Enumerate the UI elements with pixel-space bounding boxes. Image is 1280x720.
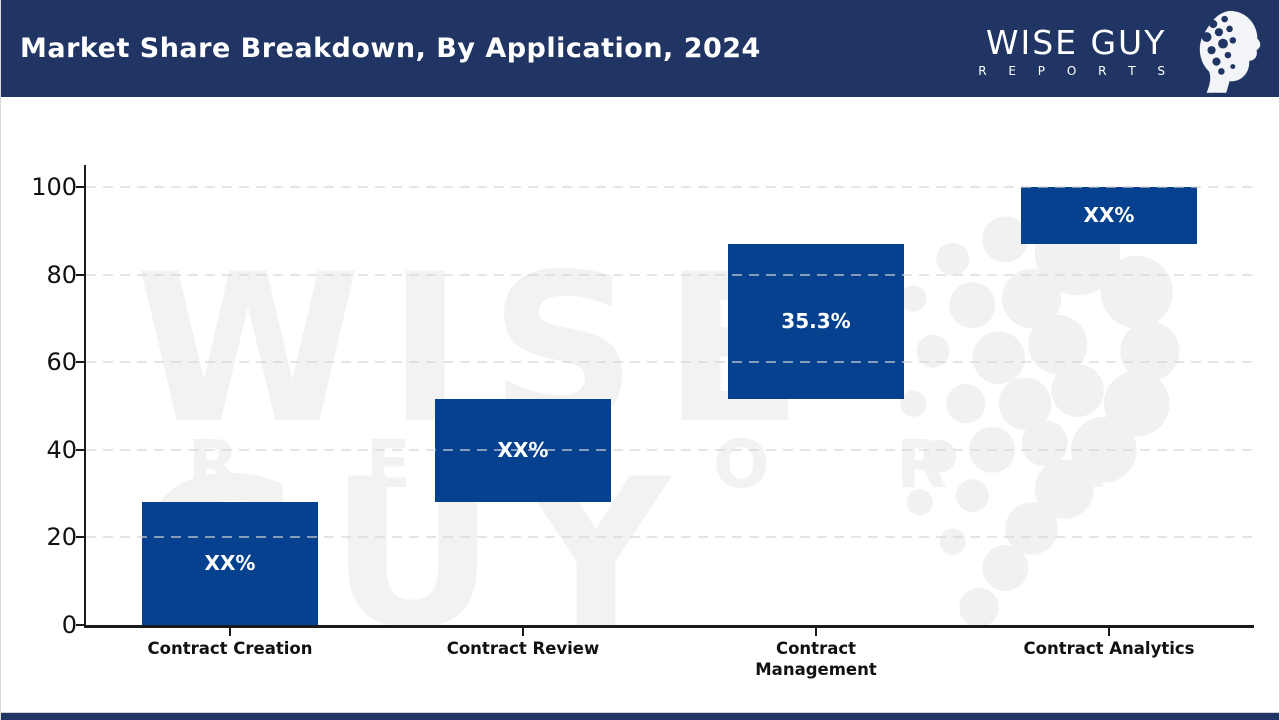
x-tick-label-contract-analytics: Contract Analytics [1023, 639, 1195, 658]
x-tick-mark-contract-management [815, 628, 817, 636]
x-tick-label-contract-creation: Contract Creation [147, 639, 313, 658]
y-tick-mark-80 [76, 273, 84, 276]
y-tick-label-60: 60 [46, 348, 77, 377]
header-band: Market Share Breakdown, By Application, … [0, 0, 1280, 97]
y-axis-line [84, 165, 86, 627]
bar-value-label-contract-review: XX% [497, 438, 549, 463]
gridline-40 [86, 448, 1253, 451]
y-tick-mark-0 [76, 624, 84, 626]
y-tick-label-0: 0 [61, 611, 77, 639]
footer-divider [0, 712, 1280, 713]
wise-guy-logo: WISE GUY R E P O R T S [978, 6, 1266, 96]
x-tick-mark-contract-analytics [1108, 628, 1110, 636]
y-tick-mark-100 [76, 186, 84, 188]
y-tick-mark-60 [76, 361, 84, 364]
bar-contract-management [728, 243, 904, 399]
bar-value-label-contract-analytics: XX% [1083, 203, 1135, 228]
logo-wordmark: WISE GUY [985, 22, 1167, 62]
bar-contract-creation [142, 501, 318, 625]
logo-subtitle: R E P O R T S [978, 63, 1174, 78]
y-tick-label-20: 20 [46, 523, 77, 552]
bar-value-label-contract-management: 35.3% [781, 309, 851, 334]
footer-band [0, 713, 1280, 720]
y-tick-label-40: 40 [46, 435, 77, 464]
gridline-60 [86, 361, 1253, 364]
x-axis-line [84, 625, 1254, 628]
gridline-20 [86, 536, 1253, 539]
x-tick-label-contract-management: Contract Management [755, 639, 877, 679]
y-tick-mark-20 [76, 536, 84, 539]
page-title: Market Share Breakdown, By Application, … [20, 33, 761, 64]
gridline-100 [86, 186, 1253, 188]
logo-head-icon [1199, 10, 1261, 93]
bar-value-label-contract-creation: XX% [204, 551, 256, 576]
x-tick-mark-contract-creation [229, 628, 231, 636]
gridline-80 [86, 273, 1253, 276]
x-tick-mark-contract-review [522, 628, 524, 636]
y-tick-mark-40 [76, 448, 84, 451]
logo-text: WISE GUY R E P O R T S [978, 26, 1174, 77]
x-tick-label-contract-review: Contract Review [446, 639, 600, 658]
y-tick-label-100: 100 [31, 173, 77, 201]
y-tick-label-80: 80 [46, 260, 77, 289]
